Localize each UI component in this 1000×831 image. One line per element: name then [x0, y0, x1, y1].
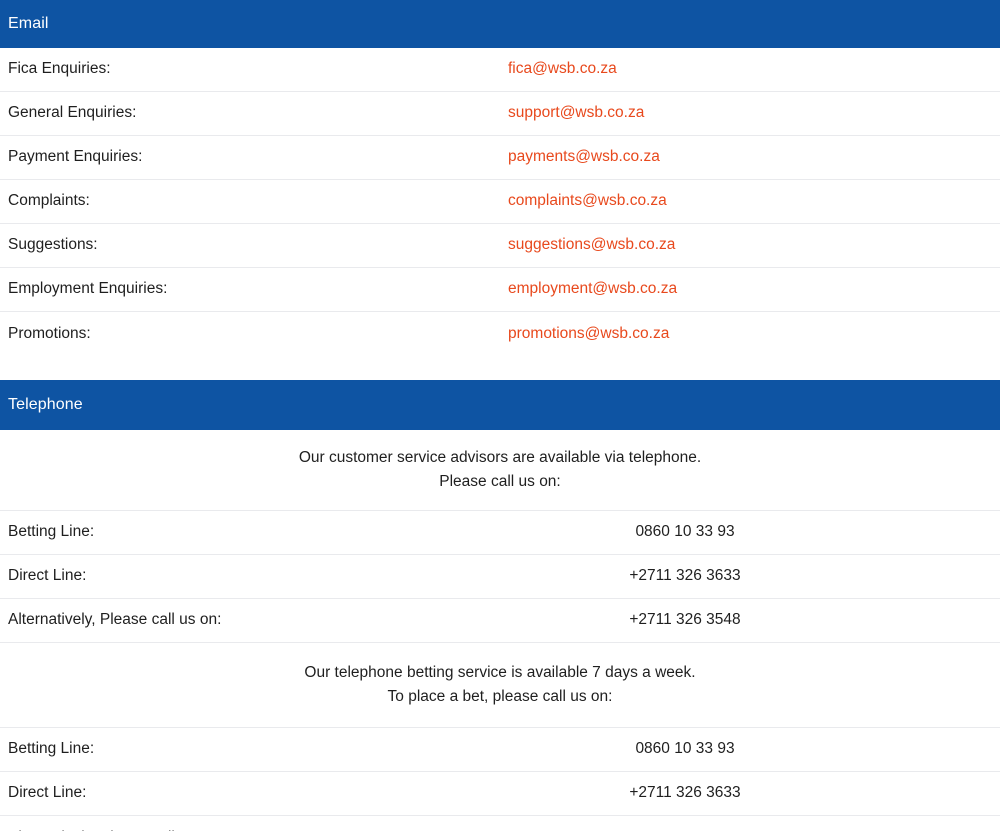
row-label: Complaints:: [8, 192, 90, 210]
phone-value-alternative-line[interactable]: +2711 326 3548: [629, 611, 741, 629]
note-line-2: To place a bet, please call us on:: [387, 688, 613, 705]
email-link-payments[interactable]: payments@wsb.co.za: [508, 148, 660, 166]
section-header-email: Email: [0, 0, 1000, 48]
phone-value-betting-line-2[interactable]: 0860 10 33 93: [635, 740, 735, 758]
note-line-1: Our customer service advisors are availa…: [298, 449, 702, 466]
table-row: Betting Line: 0860 10 33 93: [0, 511, 1000, 555]
email-link-support[interactable]: support@wsb.co.za: [508, 104, 645, 122]
row-label: Alternatively, Please call us on:: [8, 611, 222, 629]
phone-value-direct-line-2[interactable]: +2711 326 3633: [629, 784, 741, 802]
phone-value-alternative-line-2[interactable]: +2711 326 2621: [500, 829, 1000, 831]
telephone-note-betting: Our telephone betting service is availab…: [0, 643, 1000, 728]
table-row: General Enquiries: support@wsb.co.za: [0, 92, 1000, 136]
row-label: Alternatively, Please call us on:: [0, 829, 500, 831]
section-title-email: Email: [8, 15, 49, 32]
row-label: Betting Line:: [8, 740, 95, 758]
section-header-telephone: Telephone: [0, 380, 1000, 430]
row-label: Direct Line:: [8, 784, 87, 802]
table-row: Employment Enquiries: employment@wsb.co.…: [0, 268, 1000, 312]
email-link-promotions[interactable]: promotions@wsb.co.za: [508, 324, 670, 342]
row-label: Employment Enquiries:: [8, 280, 168, 298]
table-row: Fica Enquiries: fica@wsb.co.za: [0, 48, 1000, 92]
phone-value-direct-line[interactable]: +2711 326 3633: [629, 567, 741, 585]
email-link-suggestions[interactable]: suggestions@wsb.co.za: [508, 236, 676, 254]
row-label: Fica Enquiries:: [8, 60, 111, 78]
phone-value-betting-line[interactable]: 0860 10 33 93: [635, 523, 735, 541]
section-spacer: [0, 356, 1000, 380]
note-line-1: Our telephone betting service is availab…: [304, 664, 696, 681]
table-row: Betting Line: 0860 10 33 93: [0, 728, 1000, 772]
email-link-complaints[interactable]: complaints@wsb.co.za: [508, 192, 667, 210]
table-row: Alternatively, Please call us on: +2711 …: [0, 599, 1000, 643]
table-row: Direct Line: +2711 326 3633: [0, 772, 1000, 816]
row-label: General Enquiries:: [8, 104, 137, 122]
note-line-2: Please call us on:: [439, 473, 561, 490]
table-row: Direct Line: +2711 326 3633: [0, 555, 1000, 599]
table-row: Suggestions: suggestions@wsb.co.za: [0, 224, 1000, 268]
email-link-employment[interactable]: employment@wsb.co.za: [508, 280, 678, 298]
email-link-fica[interactable]: fica@wsb.co.za: [508, 60, 617, 78]
row-label: Suggestions:: [8, 236, 98, 254]
telephone-note-primary: Our customer service advisors are availa…: [0, 430, 1000, 511]
table-row: Alternatively, Please call us on: +2711 …: [0, 816, 1000, 831]
row-label: Direct Line:: [8, 567, 87, 585]
table-row: Promotions: promotions@wsb.co.za: [0, 312, 1000, 356]
section-title-telephone: Telephone: [8, 396, 83, 413]
table-row: Complaints: complaints@wsb.co.za: [0, 180, 1000, 224]
row-label: Betting Line:: [8, 523, 95, 541]
row-label: Payment Enquiries:: [8, 148, 143, 166]
row-label: Promotions:: [8, 324, 91, 342]
table-row: Payment Enquiries: payments@wsb.co.za: [0, 136, 1000, 180]
